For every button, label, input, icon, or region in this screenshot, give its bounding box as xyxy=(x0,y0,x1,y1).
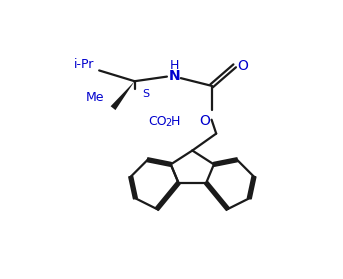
Text: H: H xyxy=(171,115,180,128)
Text: Me: Me xyxy=(85,91,104,104)
Text: H: H xyxy=(170,59,179,71)
Text: O: O xyxy=(199,114,210,128)
Text: i-Pr: i-Pr xyxy=(74,58,94,71)
Text: N: N xyxy=(169,69,180,83)
Text: O: O xyxy=(237,59,248,73)
Text: S: S xyxy=(142,88,149,98)
Text: 2: 2 xyxy=(165,118,172,128)
Text: CO: CO xyxy=(149,115,167,128)
Polygon shape xyxy=(111,81,134,110)
